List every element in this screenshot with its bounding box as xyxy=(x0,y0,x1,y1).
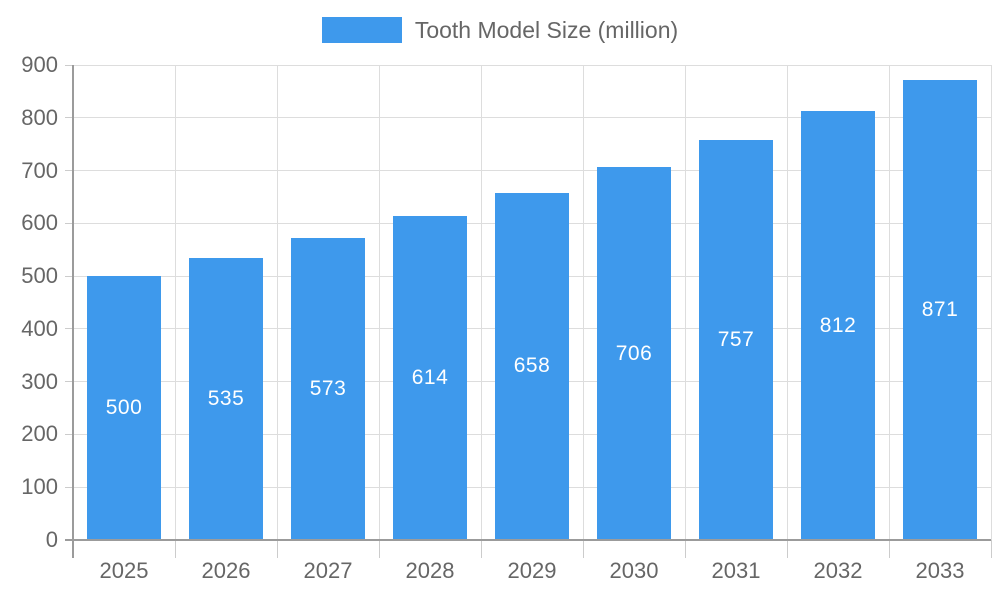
gridline-vertical xyxy=(582,65,584,540)
x-axis-label: 2030 xyxy=(609,558,659,583)
x-axis-tick xyxy=(684,540,686,558)
gridline-vertical xyxy=(888,65,890,540)
y-axis-line xyxy=(72,65,74,558)
bar-2031: 757 xyxy=(699,140,773,540)
bar-value-label: 757 xyxy=(717,328,755,352)
gridline-vertical xyxy=(378,65,380,540)
legend-swatch xyxy=(321,17,402,43)
y-axis-tick xyxy=(65,381,73,383)
bar-2025: 500 xyxy=(87,276,161,540)
x-axis-label: 2028 xyxy=(405,558,455,583)
x-axis-tick xyxy=(990,540,992,558)
bar-value-label: 500 xyxy=(105,396,143,420)
y-axis-label: 400 xyxy=(21,315,58,341)
y-axis-label: 100 xyxy=(21,474,58,500)
y-axis-label: 900 xyxy=(21,52,58,77)
bar-value-label: 812 xyxy=(819,313,857,337)
x-axis-label: 2031 xyxy=(711,558,761,583)
gridline-vertical xyxy=(480,65,482,540)
x-axis-label: 2032 xyxy=(813,558,863,583)
x-axis-label: 2027 xyxy=(303,558,353,583)
y-axis-label: 700 xyxy=(21,157,58,183)
bar-value-label: 535 xyxy=(207,386,245,410)
bar-2027: 573 xyxy=(291,237,365,540)
bar-value-label: 706 xyxy=(615,341,653,365)
gridline-horizontal xyxy=(73,64,991,66)
bar-value-label: 658 xyxy=(513,354,551,378)
bar-value-label: 614 xyxy=(411,365,449,389)
y-axis-tick xyxy=(65,275,73,277)
gridline-vertical xyxy=(990,65,992,540)
x-axis-tick xyxy=(378,540,380,558)
y-axis-label: 200 xyxy=(21,421,58,447)
bar-2032: 812 xyxy=(801,111,875,540)
x-axis-tick xyxy=(582,540,584,558)
y-axis-label: 500 xyxy=(21,263,58,289)
bar-2028: 614 xyxy=(393,215,467,540)
legend-title: Tooth Model Size (million) xyxy=(414,17,679,43)
bar-2029: 658 xyxy=(495,192,569,540)
x-axis-tick xyxy=(480,540,482,558)
x-axis-tick xyxy=(888,540,890,558)
gridline-vertical xyxy=(174,65,176,540)
bar-2030: 706 xyxy=(597,167,671,540)
gridline-horizontal xyxy=(73,170,991,172)
gridline-vertical xyxy=(684,65,686,540)
gridline-horizontal xyxy=(73,117,991,119)
x-axis-line xyxy=(65,539,991,541)
gridline-vertical xyxy=(276,65,278,540)
x-axis-label: 2025 xyxy=(99,558,149,583)
y-axis-tick xyxy=(65,117,73,119)
bar-2033: 871 xyxy=(903,80,977,540)
y-axis-label: 0 xyxy=(45,527,58,552)
y-axis-label: 800 xyxy=(21,104,58,130)
y-axis-tick xyxy=(65,328,73,330)
bar-value-label: 573 xyxy=(309,376,347,400)
x-axis-label: 2029 xyxy=(507,558,557,583)
bar-2026: 535 xyxy=(189,257,263,540)
x-axis-label: 2033 xyxy=(915,558,965,583)
y-axis-tick xyxy=(65,64,73,66)
x-axis-tick xyxy=(174,540,176,558)
y-axis-tick xyxy=(65,433,73,435)
x-axis-label: 2026 xyxy=(201,558,251,583)
bar-value-label: 871 xyxy=(921,298,959,322)
legend: Tooth Model Size (million) xyxy=(0,16,1000,44)
y-axis-tick xyxy=(65,222,73,224)
x-axis-tick xyxy=(786,540,788,558)
gridline-vertical xyxy=(786,65,788,540)
y-axis-tick xyxy=(65,170,73,172)
y-axis-tick xyxy=(65,486,73,488)
y-axis-label: 300 xyxy=(21,368,58,394)
y-axis-label: 600 xyxy=(21,210,58,236)
x-axis-tick xyxy=(276,540,278,558)
